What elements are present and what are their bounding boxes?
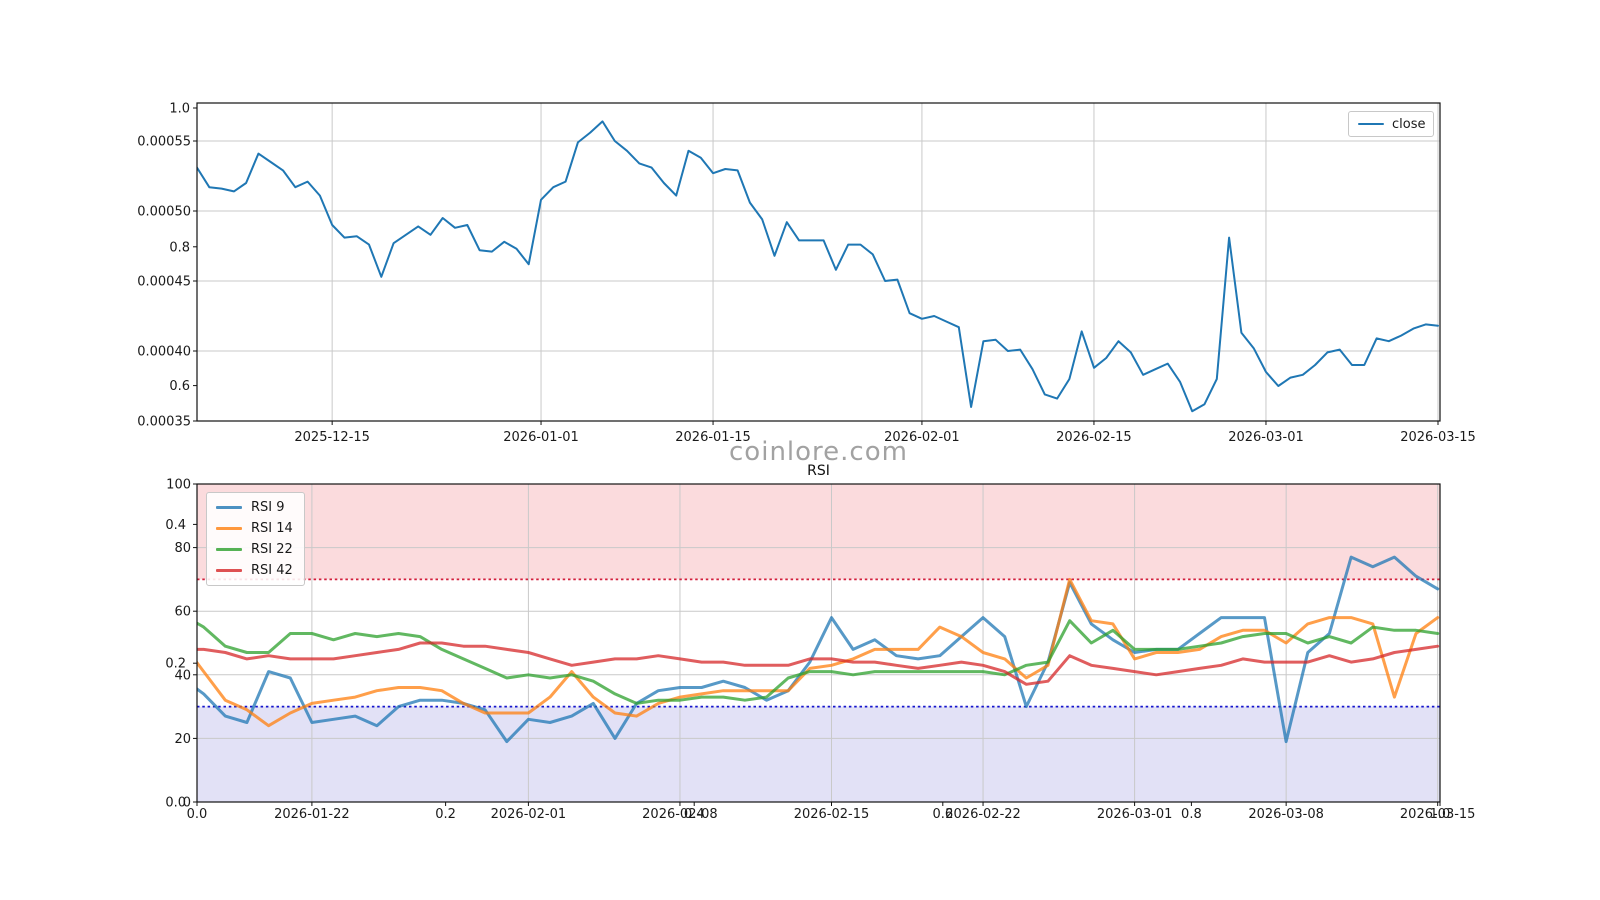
top-chart-border [196, 102, 1441, 422]
date-x-tick-label: 2026-03-15 [1400, 430, 1476, 445]
rsi-chart-border [196, 483, 1441, 803]
overlay-x-tick-label: 0.6 [932, 807, 953, 822]
date-x-tick-label: 2026-01-15 [675, 430, 751, 445]
legend-row-rsi-42: RSI 42 [216, 560, 304, 581]
overlay-y-tick-label: 0.6 [169, 379, 190, 394]
oversold-band [197, 706, 1440, 802]
date-x-tick-label: 2025-12-15 [294, 430, 370, 445]
price-y-tick-label: 0.00035 [137, 415, 191, 430]
legend-label: RSI 14 [251, 521, 293, 536]
overlay-x-tick-label: 1.0 [1430, 807, 1451, 822]
rsi-14-legend-line-icon [216, 527, 242, 530]
date-x-tick-label: 2026-03-08 [1248, 807, 1324, 822]
legend-row-rsi-14: RSI 14 [216, 518, 304, 539]
rsi-y-tick-label: 100 [166, 478, 191, 493]
rsi-y-tick-label: 60 [174, 605, 191, 620]
close-legend-label: close [1392, 116, 1426, 132]
price-y-tick-label: 0.00045 [137, 275, 191, 290]
close-line [197, 120, 1439, 413]
rsi-chart-title: RSI [807, 463, 830, 479]
legend-row-rsi-9: RSI 9 [216, 497, 304, 518]
rsi-42-legend-line-icon [216, 569, 242, 572]
overlay-x-tick-label: 0.4 [684, 807, 705, 822]
rsi-y-tick-label: 0 [183, 796, 191, 811]
date-x-tick-label: 2026-02-22 [945, 807, 1021, 822]
legend-label: RSI 22 [251, 542, 293, 557]
legend-label: RSI 42 [251, 563, 293, 578]
rsi-y-tick-label: 40 [174, 668, 191, 683]
overlay-x-tick-label: 0.0 [187, 807, 208, 822]
close-legend-line-icon [1358, 123, 1384, 125]
watermark: coinlore.com [729, 437, 908, 467]
rsi-22-line [197, 619, 1440, 705]
legend-label: RSI 9 [251, 500, 285, 515]
price-y-tick-label: 0.00040 [137, 345, 191, 360]
date-x-tick-label: 2026-02-15 [1056, 430, 1132, 445]
date-x-tick-label: 2026-01-01 [503, 430, 579, 445]
rsi-9-line [197, 555, 1440, 744]
date-x-tick-label: 2026-02-15 [794, 807, 870, 822]
overlay-y-tick-label: 0.2 [165, 657, 186, 672]
rsi-9-legend-line-icon [216, 506, 242, 509]
legend-row-rsi-22: RSI 22 [216, 539, 304, 560]
date-x-tick-label: 2026-03-15 [1400, 807, 1476, 822]
overlay-x-tick-label: 0.8 [1181, 807, 1202, 822]
price-y-tick-label: 0.00055 [137, 135, 191, 150]
overlay-x-tick-label: 0.2 [435, 807, 456, 822]
legend-rsi: RSI 9 RSI 14 RSI 22 RSI 42 [206, 492, 305, 586]
rsi-22-legend-line-icon [216, 548, 242, 551]
overlay-y-tick-label: 1.0 [169, 102, 190, 117]
rsi-y-tick-label: 80 [174, 541, 191, 556]
date-x-tick-label: 2026-02-08 [642, 807, 718, 822]
rsi-14-line [197, 577, 1440, 728]
overlay-y-tick-label: 0.4 [165, 518, 186, 533]
date-x-tick-label: 2026-02-01 [491, 807, 567, 822]
overlay-y-tick-label: 0.8 [169, 240, 190, 255]
overlay-y-tick-label: 0.0 [165, 796, 186, 811]
date-x-tick-label: 2026-03-01 [1228, 430, 1304, 445]
date-x-tick-label: 2026-02-01 [884, 430, 960, 445]
rsi-y-tick-label: 20 [174, 732, 191, 747]
date-x-tick-label: 2026-03-01 [1097, 807, 1173, 822]
price-y-tick-label: 0.00050 [137, 205, 191, 220]
legend-close: close [1348, 111, 1434, 137]
rsi-42-line [197, 641, 1440, 686]
overbought-band [197, 484, 1440, 580]
date-x-tick-label: 2026-01-22 [274, 807, 350, 822]
